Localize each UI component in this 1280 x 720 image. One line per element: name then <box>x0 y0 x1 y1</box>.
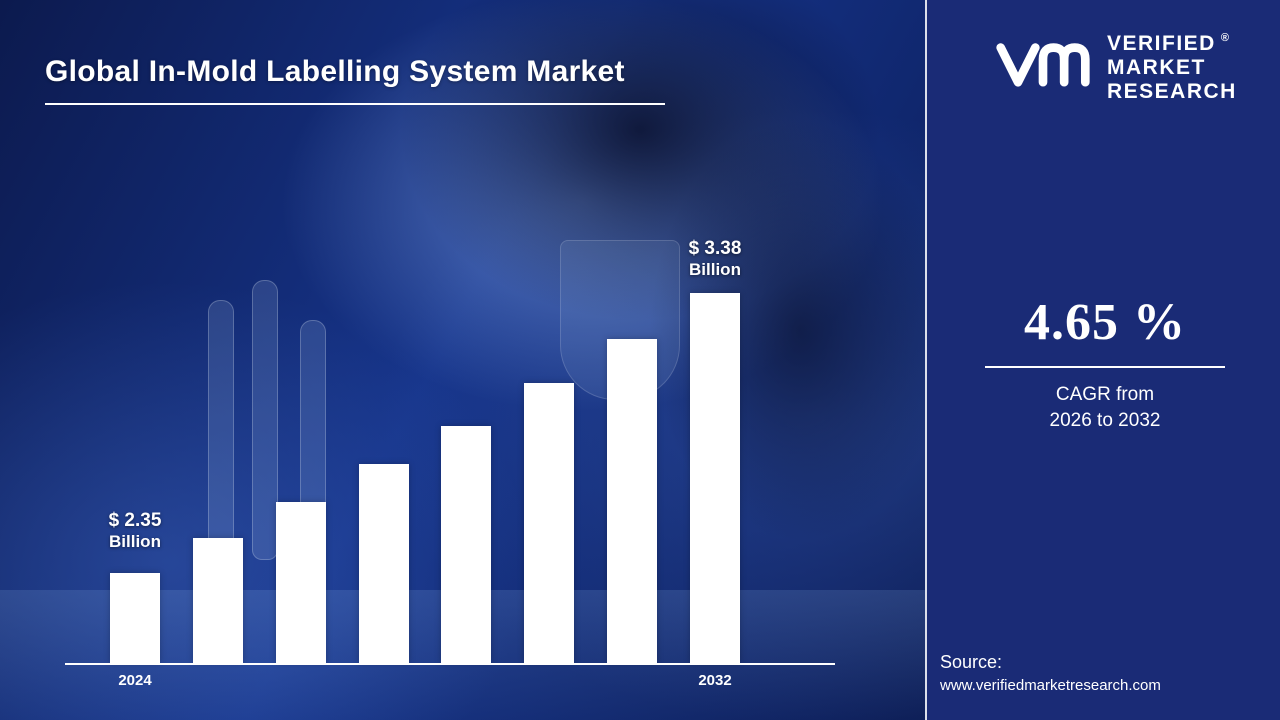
brand-line-2: MARKET <box>1107 56 1206 80</box>
bar <box>110 573 160 663</box>
last-bar-value: $ 3.38 <box>688 238 742 259</box>
bar-group <box>110 283 740 663</box>
vmr-logo-icon <box>993 32 1093 94</box>
bar <box>441 426 492 663</box>
info-panel: VERIFIED ® MARKET RESEARCH 4.65 % CAGR fr… <box>925 0 1280 720</box>
bar <box>275 502 326 663</box>
x-tick-2032: 2032 <box>698 672 732 689</box>
source-label: Source: <box>940 652 1003 672</box>
brand-line-3: RESEARCH <box>1107 80 1237 104</box>
first-bar-value-label: $ 2.35 Billion <box>75 510 195 552</box>
x-axis-line <box>65 663 835 665</box>
brand-line-1: VERIFIED ® <box>1107 32 1231 55</box>
chart-section: Global In-Mold Labelling System Market $… <box>0 0 925 720</box>
bar <box>689 293 740 663</box>
title-underline <box>45 103 665 105</box>
cagr-caption-line-1: CAGR from <box>1055 384 1155 405</box>
cagr-block: 4.65 % CAGR from 2026 to 2032 <box>985 293 1225 433</box>
x-tick-2024: 2024 <box>118 672 152 689</box>
brand-name: VERIFIED ® MARKET RESEARCH <box>1107 32 1237 104</box>
bar <box>358 464 409 663</box>
last-bar-unit: Billion <box>689 260 741 279</box>
cagr-divider <box>985 366 1225 368</box>
background-test-tube-icon <box>252 280 278 560</box>
bar <box>607 339 658 663</box>
first-bar-unit: Billion <box>109 532 161 551</box>
brand-logo: VERIFIED ® MARKET RESEARCH <box>993 32 1237 104</box>
bar <box>524 383 575 663</box>
page-title: Global In-Mold Labelling System Market <box>45 55 625 88</box>
bar <box>192 538 243 663</box>
first-bar-value: $ 2.35 <box>108 510 162 531</box>
cagr-value: 4.65 % <box>1024 294 1186 351</box>
source-block: Source: www.verifiedmarketresearch.com <box>940 652 1161 694</box>
cagr-caption-line-2: 2026 to 2032 <box>1049 409 1161 431</box>
background-test-tube-icon <box>208 300 234 560</box>
last-bar-value-label: $ 3.38 Billion <box>655 238 775 280</box>
cagr-caption: CAGR from 2026 to 2032 <box>985 382 1225 433</box>
registered-mark: ® <box>1220 32 1231 44</box>
source-url: www.verifiedmarketresearch.com <box>940 677 1161 694</box>
